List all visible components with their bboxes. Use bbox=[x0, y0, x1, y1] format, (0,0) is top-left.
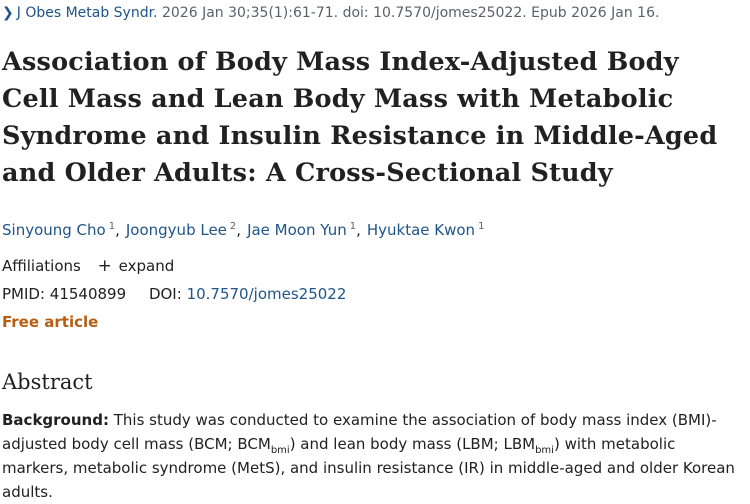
citation-details: 2026 Jan 30;35(1):61-71. doi: 10.7570/jo… bbox=[161, 5, 660, 21]
abstract-background: Background: This study was conducted to … bbox=[2, 408, 742, 504]
abstract-heading: Abstract bbox=[2, 370, 93, 394]
author-link[interactable]: Jae Moon Yun bbox=[247, 221, 347, 239]
subscript: bmi bbox=[270, 445, 290, 456]
plus-icon: + bbox=[97, 256, 112, 276]
affiliation-number[interactable]: 1 bbox=[349, 221, 357, 232]
author-list: Sinyoung Cho 1, Joongyub Lee 2, Jae Moon Yun… bbox=[2, 215, 484, 242]
identifiers: PMID: 41540899 DOI: 10.7570/jomes25022 bbox=[2, 283, 346, 305]
citation-line: ❯ J Obes Metab Syndr. 2026 Jan 30;35(1):6… bbox=[2, 3, 659, 23]
author-link[interactable]: Joongyub Lee bbox=[125, 221, 227, 239]
doi-link[interactable]: 10.7570/jomes25022 bbox=[186, 285, 347, 303]
affiliations-toggle[interactable]: Affiliations + expand bbox=[2, 255, 174, 277]
comma-separator: , bbox=[236, 221, 242, 239]
free-article-badge: Free article bbox=[2, 313, 99, 331]
subscript: bmi bbox=[535, 445, 554, 456]
abstract-text: This study was conducted to examine the … bbox=[2, 411, 717, 453]
pmid-label: PMID: bbox=[2, 285, 46, 303]
journal-link[interactable]: J Obes Metab Syndr. bbox=[16, 5, 158, 21]
abstract-text: ) and lean body mass (LBM; LBM bbox=[289, 435, 536, 453]
author-link[interactable]: Hyuktae Kwon bbox=[366, 221, 476, 239]
pmid-value: 41540899 bbox=[49, 285, 127, 303]
affiliation-number[interactable]: 1 bbox=[478, 221, 485, 232]
affiliation-number[interactable]: 2 bbox=[229, 221, 237, 232]
chevron-right-icon[interactable]: ❯ bbox=[2, 5, 14, 21]
background-label: Background: bbox=[2, 411, 109, 429]
abstract-text: ) with metabolic markers, metabolic synd… bbox=[2, 435, 735, 501]
article-title: Association of Body Mass Index-Adjusted … bbox=[2, 47, 718, 188]
author-link[interactable]: Sinyoung Cho bbox=[2, 221, 106, 239]
comma-separator: , bbox=[115, 221, 120, 239]
affiliation-number[interactable]: 1 bbox=[108, 221, 116, 232]
expand-label: expand bbox=[118, 257, 175, 275]
affiliations-label: Affiliations bbox=[2, 257, 81, 275]
comma-separator: , bbox=[356, 221, 361, 239]
doi-label: DOI: bbox=[148, 285, 182, 303]
